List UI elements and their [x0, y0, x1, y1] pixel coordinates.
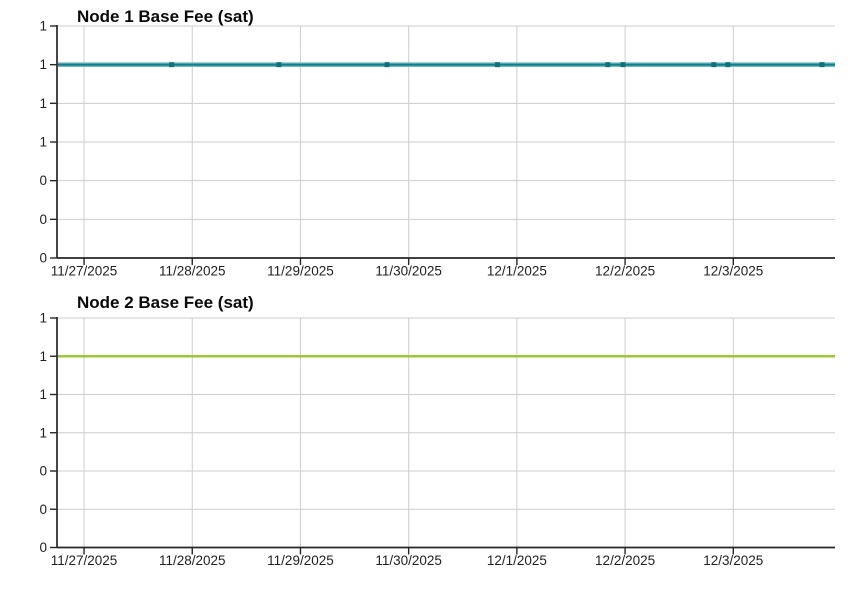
- x-tick-label: 11/29/2025: [267, 264, 334, 279]
- x-tick-label: 11/30/2025: [375, 264, 442, 279]
- x-tick-label: 12/1/2025: [487, 264, 547, 279]
- data-point-marker: [494, 62, 500, 68]
- x-tick-label: 11/28/2025: [159, 553, 226, 568]
- y-tick-label: 0: [39, 540, 47, 555]
- y-tick-label: 1: [39, 311, 47, 326]
- y-tick-label: 0: [39, 212, 47, 227]
- chart-title: Node 2 Base Fee (sat): [77, 293, 254, 312]
- y-tick-label: 1: [39, 387, 47, 402]
- y-tick-label: 1: [39, 19, 47, 34]
- data-point-marker: [605, 62, 611, 68]
- y-tick-label: 1: [39, 135, 47, 150]
- x-tick-label: 12/3/2025: [703, 264, 763, 279]
- x-tick-label: 12/1/2025: [487, 553, 547, 568]
- x-tick-label: 11/30/2025: [375, 553, 442, 568]
- x-tick-label: 11/27/2025: [51, 553, 118, 568]
- x-tick-label: 11/28/2025: [159, 264, 226, 279]
- y-tick-label: 1: [39, 57, 47, 72]
- y-tick-label: 0: [39, 502, 47, 517]
- data-point-marker: [711, 62, 717, 68]
- data-point-marker: [384, 62, 390, 68]
- y-tick-label: 0: [39, 464, 47, 479]
- x-tick-label: 11/27/2025: [51, 264, 118, 279]
- y-tick-label: 0: [39, 173, 47, 188]
- chart-title: Node 1 Base Fee (sat): [77, 7, 254, 26]
- y-tick-label: 1: [39, 96, 47, 111]
- data-point-marker: [276, 62, 282, 68]
- x-tick-label: 12/3/2025: [703, 553, 763, 568]
- data-point-marker: [819, 62, 825, 68]
- data-point-marker: [169, 62, 175, 68]
- y-tick-label: 1: [39, 425, 47, 440]
- data-point-marker: [620, 62, 626, 68]
- x-tick-label: 11/29/2025: [267, 553, 334, 568]
- y-tick-label: 1: [39, 349, 47, 364]
- x-tick-label: 12/2/2025: [595, 553, 655, 568]
- x-tick-label: 12/2/2025: [595, 264, 655, 279]
- data-point-marker: [725, 62, 731, 68]
- y-tick-label: 0: [39, 251, 47, 266]
